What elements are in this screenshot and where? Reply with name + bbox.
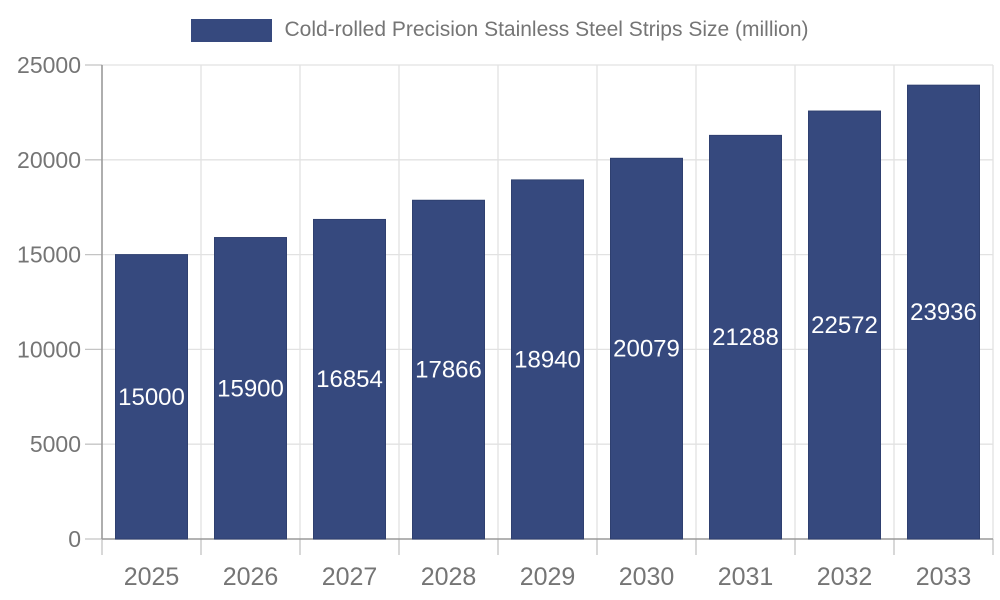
bar-value-label: 17866 bbox=[415, 357, 482, 384]
bar-value-label: 20079 bbox=[613, 336, 680, 363]
bar-value-label: 15900 bbox=[217, 375, 284, 402]
bar-value-label: 21288 bbox=[712, 324, 779, 351]
bar-value-label: 18940 bbox=[514, 346, 581, 373]
bar-2026[interactable] bbox=[214, 237, 287, 540]
bar-2031[interactable] bbox=[709, 134, 782, 540]
x-tick-label: 2029 bbox=[520, 563, 576, 591]
bar-2030[interactable] bbox=[610, 157, 683, 540]
legend[interactable]: Cold-rolled Precision Stainless Steel St… bbox=[0, 18, 1000, 42]
x-tick-label: 2025 bbox=[124, 563, 180, 591]
bar-2027[interactable] bbox=[313, 218, 386, 540]
bar-2028[interactable] bbox=[412, 199, 485, 540]
bar-2032[interactable] bbox=[808, 110, 881, 540]
x-tick-label: 2030 bbox=[619, 563, 675, 591]
y-tick-label: 25000 bbox=[17, 52, 81, 78]
x-tick-label: 2032 bbox=[817, 563, 873, 591]
x-tick-label: 2033 bbox=[916, 563, 972, 591]
y-tick-label: 10000 bbox=[17, 336, 81, 362]
x-tick-label: 2031 bbox=[718, 563, 774, 591]
y-tick-label: 20000 bbox=[17, 147, 81, 173]
bar-value-label: 22572 bbox=[811, 312, 878, 339]
x-tick-label: 2027 bbox=[322, 563, 378, 591]
x-tick-label: 2028 bbox=[421, 563, 477, 591]
bar-2029[interactable] bbox=[511, 179, 584, 540]
bar-2025[interactable] bbox=[115, 254, 188, 540]
legend-label: Cold-rolled Precision Stainless Steel St… bbox=[284, 18, 809, 41]
bar-value-label: 16854 bbox=[316, 366, 383, 393]
y-tick-label: 5000 bbox=[30, 431, 81, 457]
y-tick-label: 15000 bbox=[17, 242, 81, 268]
legend-swatch-icon bbox=[191, 18, 273, 42]
bar-value-label: 23936 bbox=[910, 299, 977, 326]
y-tick-label: 0 bbox=[68, 526, 81, 552]
bar-value-label: 15000 bbox=[118, 384, 185, 411]
x-tick-label: 2026 bbox=[223, 563, 279, 591]
bar-2033[interactable] bbox=[907, 84, 980, 540]
